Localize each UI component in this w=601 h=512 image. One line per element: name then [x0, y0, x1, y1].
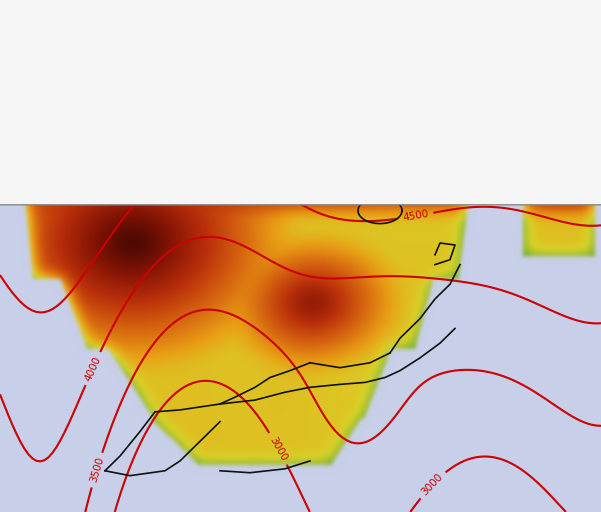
Text: Surface Temperature on Friday 28 Mar at 8pm SAST: Surface Temperature on Friday 28 Mar at … — [66, 5, 535, 24]
Text: 3000: 3000 — [419, 472, 445, 498]
Text: 5000: 5000 — [281, 102, 308, 124]
Text: 4000: 4000 — [83, 354, 103, 382]
Text: 4500: 4500 — [401, 209, 429, 223]
Text: Freezing level contours: Freezing level contours — [220, 33, 381, 47]
Text: 3500: 3500 — [88, 456, 105, 484]
Text: 3000: 3000 — [267, 435, 289, 462]
